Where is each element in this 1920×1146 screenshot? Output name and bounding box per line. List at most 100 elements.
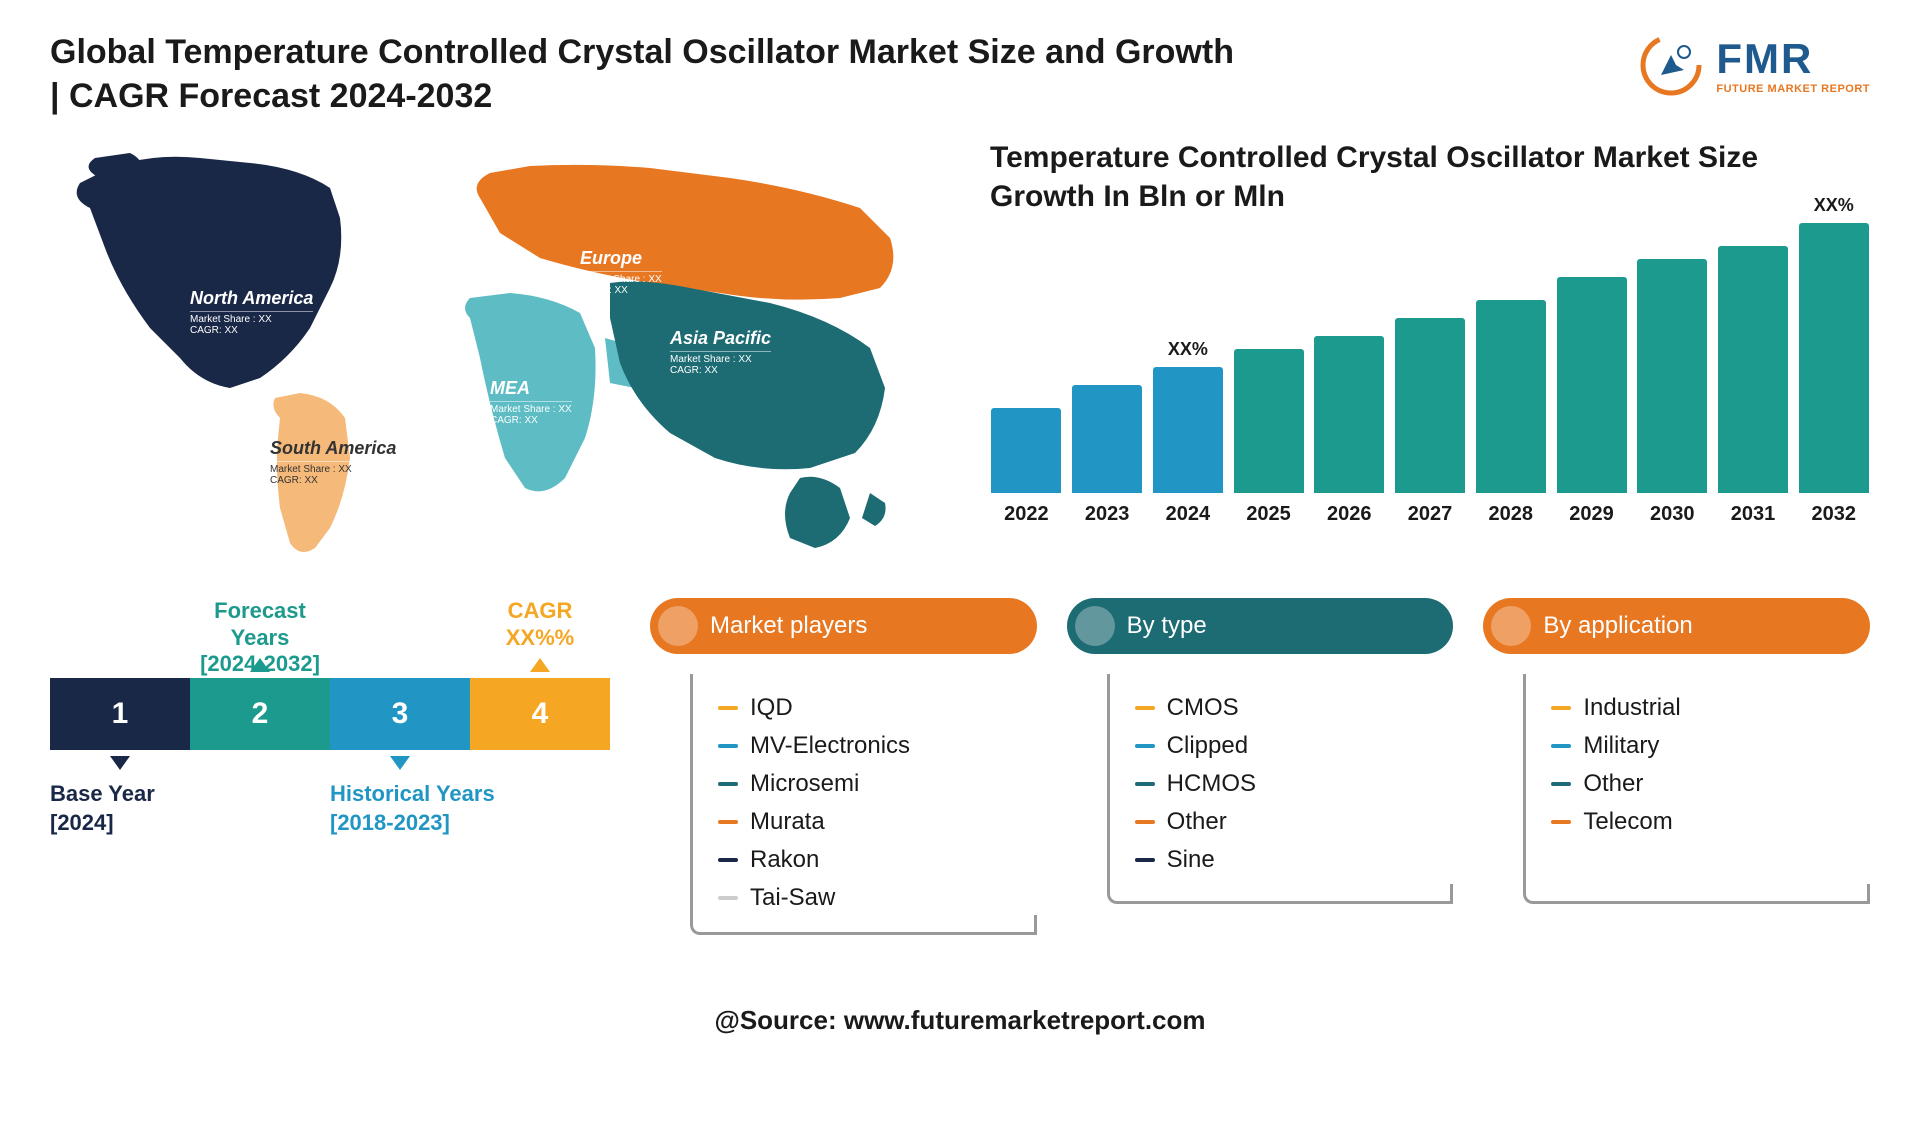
list-item-text: HCMOS <box>1167 770 1256 798</box>
bar <box>1234 349 1304 493</box>
bar <box>1718 246 1788 494</box>
list-header: By application <box>1483 598 1870 654</box>
bullet-icon <box>1135 820 1155 824</box>
list-item-text: Industrial <box>1583 694 1680 722</box>
bar-year-label: 2030 <box>1650 503 1695 526</box>
bar <box>1314 336 1384 494</box>
timeline-segment-4: 4 <box>470 678 610 750</box>
list-header: By type <box>1067 598 1454 654</box>
bar-year-label: 2024 <box>1166 503 1211 526</box>
bullet-icon <box>718 744 738 748</box>
list-item: Military <box>1551 727 1870 765</box>
bullet-icon <box>718 782 738 786</box>
list-item-text: Clipped <box>1167 732 1248 760</box>
list-body: Industrial Military Other Telecom <box>1523 674 1870 904</box>
bar-year-label: 2031 <box>1731 503 1776 526</box>
bar-2024: XX%2024 <box>1151 367 1224 526</box>
list-body: CMOSClippedHCMOSOtherSine <box>1107 674 1454 904</box>
bar-year-label: 2023 <box>1085 503 1130 526</box>
bullet-icon <box>1135 706 1155 710</box>
map-svg <box>50 138 950 568</box>
bar-2029: 2029 <box>1555 277 1628 526</box>
bullet-icon <box>1135 858 1155 862</box>
list-market-players: Market players IQD MV-Electronics Microsemi… <box>650 598 1037 935</box>
list-item: Clipped <box>1135 727 1454 765</box>
bar <box>1799 223 1869 493</box>
list-by-type: By typeCMOSClippedHCMOSOtherSine <box>1067 598 1454 935</box>
bar <box>1637 259 1707 493</box>
timeline-segment-2: 2 <box>190 678 330 750</box>
list-header-text: By application <box>1543 612 1692 640</box>
bar <box>1476 300 1546 494</box>
bar-annotation: XX% <box>1814 195 1854 216</box>
source-text: @Source: www.futuremarketreport.com <box>50 1005 1870 1036</box>
lists-section: Market players IQD MV-Electronics Microsemi… <box>650 598 1870 935</box>
list-item: MV-Electronics <box>718 727 1037 765</box>
bullet-icon <box>718 858 738 862</box>
bullet-icon <box>1135 782 1155 786</box>
list-item-text: Murata <box>750 808 825 836</box>
bullet-icon <box>1551 820 1571 824</box>
bar-year-label: 2028 <box>1489 503 1534 526</box>
list-item-text: Tai-Saw <box>750 884 835 912</box>
bar-2027: 2027 <box>1394 318 1467 527</box>
list-item: Murata <box>718 803 1037 841</box>
bars-container: 20222023XX%20242025202620272028202920302… <box>990 226 1870 526</box>
bullet-icon <box>1551 782 1571 786</box>
bar-year-label: 2026 <box>1327 503 1372 526</box>
list-item-text: Other <box>1583 770 1643 798</box>
bar-2031: 2031 <box>1717 246 1790 527</box>
region-label-north-america: North AmericaMarket Share : XXCAGR: XX <box>190 288 313 336</box>
bar-year-label: 2029 <box>1569 503 1614 526</box>
bullet-icon <box>1551 744 1571 748</box>
bar-year-label: 2032 <box>1811 503 1856 526</box>
list-header: Market players <box>650 598 1037 654</box>
chart-title: Temperature Controlled Crystal Oscillato… <box>990 138 1870 216</box>
list-item-text: MV-Electronics <box>750 732 910 760</box>
bar-2025: 2025 <box>1232 349 1305 526</box>
list-item: Telecom <box>1551 803 1870 841</box>
list-item-text: CMOS <box>1167 694 1239 722</box>
list-item: Tai-Saw <box>718 879 1037 917</box>
bar-annotation: XX% <box>1168 339 1208 360</box>
list-item: Microsemi <box>718 765 1037 803</box>
bar <box>1153 367 1223 493</box>
bullet-icon <box>1551 706 1571 710</box>
list-header-text: By type <box>1127 612 1207 640</box>
header-dot-icon <box>1491 606 1531 646</box>
logo-text: FMR <box>1716 35 1870 83</box>
list-item-text: IQD <box>750 694 793 722</box>
bar <box>991 408 1061 494</box>
bar <box>1395 318 1465 494</box>
world-map: North AmericaMarket Share : XXCAGR: XX So… <box>50 138 950 568</box>
list-item: HCMOS <box>1135 765 1454 803</box>
list-item-text: Microsemi <box>750 770 859 798</box>
list-by-application: By application Industrial Military Other Tel… <box>1483 598 1870 935</box>
list-item: Industrial <box>1551 689 1870 727</box>
logo: FMR FUTURE MARKET REPORT <box>1636 30 1870 100</box>
list-item: IQD <box>718 689 1037 727</box>
bar-2028: 2028 <box>1474 300 1547 527</box>
list-item-text: Rakon <box>750 846 819 874</box>
list-item: Rakon <box>718 841 1037 879</box>
forecast-label: Forecast Years[2024-2032] <box>190 598 330 677</box>
bar-2026: 2026 <box>1313 336 1386 527</box>
timeline-bar: 1234 <box>50 678 610 750</box>
region-label-asia-pacific: Asia PacificMarket Share : XXCAGR: XX <box>670 328 771 376</box>
base-year-label: Base Year[2024] <box>50 780 210 837</box>
list-header-text: Market players <box>710 612 867 640</box>
region-label-europe: EuropeMarket Share : XXCAGR: XX <box>580 248 662 296</box>
bar-2030: 2030 <box>1636 259 1709 526</box>
header-dot-icon <box>1075 606 1115 646</box>
page-title: Global Temperature Controlled Crystal Os… <box>50 30 1250 118</box>
timeline-segment-3: 3 <box>330 678 470 750</box>
timeline-segment-1: 1 <box>50 678 190 750</box>
region-label-south-america: South AmericaMarket Share : XXCAGR: XX <box>270 438 396 486</box>
timeline: Forecast Years[2024-2032] CAGRXX%% 1234 … <box>50 598 610 780</box>
bullet-icon <box>718 706 738 710</box>
bar-2032: XX%2032 <box>1797 223 1870 526</box>
logo-icon <box>1636 30 1706 100</box>
bar-2023: 2023 <box>1071 385 1144 526</box>
bullet-icon <box>718 820 738 824</box>
bar-year-label: 2025 <box>1246 503 1291 526</box>
